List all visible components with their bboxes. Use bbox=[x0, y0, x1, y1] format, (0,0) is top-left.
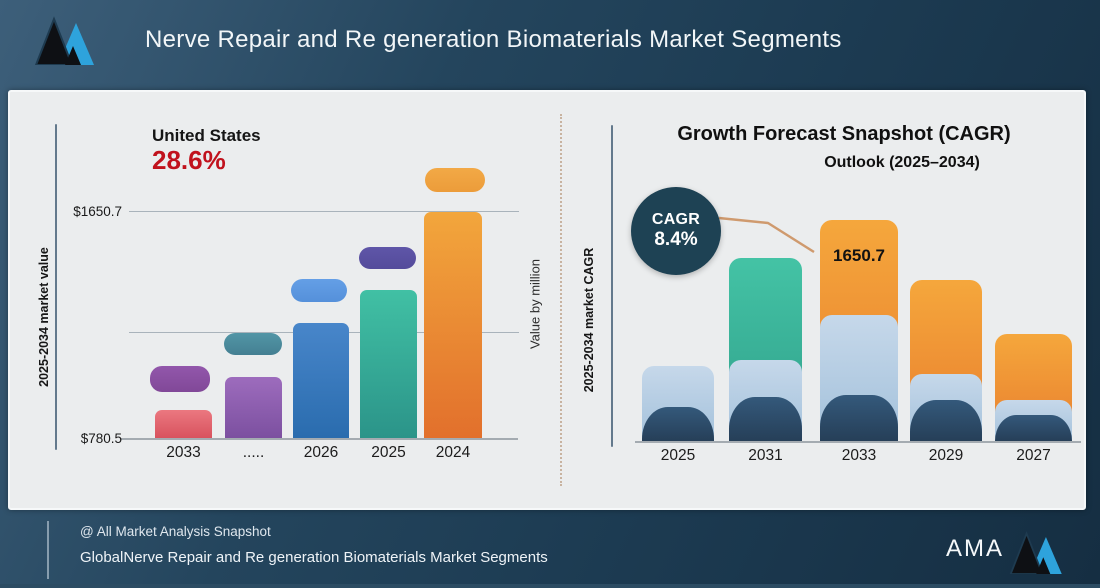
left-y-tick-upper: $1650.7 bbox=[73, 204, 122, 219]
bar-value-annotation: 1650.7 bbox=[833, 246, 885, 265]
left-floating-cap-1 bbox=[224, 333, 282, 355]
right-x-axis-line bbox=[635, 441, 1081, 443]
left-x-label: 2026 bbox=[303, 444, 339, 461]
left-floating-cap-4 bbox=[425, 168, 485, 192]
right-bar-2025-navy-dome bbox=[642, 407, 714, 441]
growth-percentage: 28.6% bbox=[152, 145, 226, 175]
cagr-badge-value: 8.4% bbox=[654, 229, 698, 250]
left-floating-cap-3 bbox=[359, 247, 416, 269]
left-x-label: ..... bbox=[242, 444, 265, 461]
value-by-million-label: Value by million bbox=[527, 258, 543, 350]
footer-brand-text: AMA bbox=[946, 535, 1005, 562]
left-y-tick-lower: $780.5 bbox=[80, 431, 122, 446]
left-x-axis-line bbox=[120, 438, 518, 440]
left-floating-cap-0 bbox=[150, 366, 210, 392]
cagr-badge-label: CAGR bbox=[651, 211, 701, 228]
region-label: United States bbox=[152, 126, 261, 145]
page-title: Nerve Repair and Re generation Biomateri… bbox=[145, 26, 842, 53]
left-bar-2033 bbox=[155, 410, 212, 438]
left-bar-2024 bbox=[424, 212, 482, 438]
left-floating-cap-2 bbox=[291, 279, 347, 302]
right-x-label: 2031 bbox=[748, 447, 783, 464]
footer-divider-line bbox=[47, 521, 49, 579]
right-bar-2031-navy-dome bbox=[729, 397, 802, 441]
cagr-badge: CAGR 8.4% bbox=[631, 187, 721, 275]
footer-bottom-strip bbox=[0, 584, 1100, 588]
left-bar-..... bbox=[225, 377, 282, 438]
right-x-label: 2033 bbox=[841, 447, 877, 464]
right-x-label: 2029 bbox=[928, 447, 964, 464]
left-x-label: 2025 bbox=[371, 444, 406, 461]
right-bar-2027-navy-dome bbox=[995, 415, 1072, 441]
left-x-label: 2024 bbox=[435, 444, 471, 461]
right-chart-subtitle: Outlook (2025–2034) bbox=[824, 154, 980, 171]
ama-mountain-logo-icon bbox=[35, 16, 94, 65]
ama-mountain-logo-icon bbox=[1009, 531, 1062, 574]
footer-credit: @ All Market Analysis Snapshot bbox=[80, 524, 271, 539]
right-chart-title: Growth Forecast Snapshot (CAGR) bbox=[677, 123, 1011, 145]
panel-divider bbox=[560, 114, 562, 486]
footer-bar: @ All Market Analysis Snapshot GlobalNer… bbox=[0, 510, 1100, 588]
right-bar-2033-navy-dome bbox=[820, 395, 898, 441]
left-gridline-upper bbox=[129, 211, 519, 212]
left-bar-2026 bbox=[293, 323, 349, 438]
left-bar-2025 bbox=[360, 290, 417, 438]
right-x-label: 2027 bbox=[1016, 447, 1051, 464]
right-y-axis-line bbox=[611, 125, 613, 447]
footer-report-title: GlobalNerve Repair and Re generation Bio… bbox=[80, 549, 548, 566]
right-y-axis-title: 2025-2034 market CAGR bbox=[582, 247, 596, 393]
charts-panel: 2025-2034 market value United States 28.… bbox=[8, 90, 1086, 510]
left-y-axis-line bbox=[55, 124, 57, 450]
header-bar: Nerve Repair and Re generation Biomateri… bbox=[0, 0, 1100, 90]
right-x-label: 2025 bbox=[660, 447, 696, 464]
left-x-label: 2033 bbox=[166, 444, 201, 461]
right-bar-2029-navy-dome bbox=[910, 400, 982, 441]
left-y-axis-title: 2025-2034 market value bbox=[37, 247, 51, 387]
